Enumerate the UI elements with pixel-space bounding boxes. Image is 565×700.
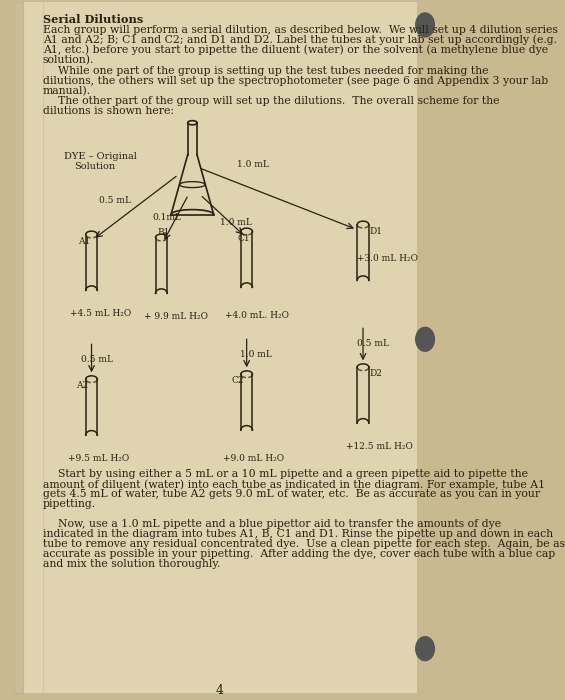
Text: dilutions, the others will set up the spectrophotometer (see page 6 and Appendix: dilutions, the others will set up the sp… [43,76,548,86]
Text: indicated in the diagram into tubes A1, B, C1 and D1. Rinse the pipette up and d: indicated in the diagram into tubes A1, … [43,529,553,539]
Text: +3.0 mL H₂O: +3.0 mL H₂O [357,255,418,263]
Circle shape [416,328,434,351]
Text: D2: D2 [369,369,382,378]
Text: Each group will perform a serial dilution, as described below.  We will set up 4: Each group will perform a serial dilutio… [43,25,558,35]
Text: 1.0 mL: 1.0 mL [241,350,272,359]
Text: tube to remove any residual concentrated dye.  Use a clean pipette for each step: tube to remove any residual concentrated… [43,539,564,549]
Text: manual).: manual). [43,86,91,96]
Text: A1: A1 [77,237,90,246]
Text: Start by using either a 5 mL or a 10 mL pipette and a green pipette aid to pipet: Start by using either a 5 mL or a 10 mL … [58,469,528,479]
Circle shape [416,637,434,661]
Text: A1 and A2; B; C1 and C2; and D1 and D2. Label the tubes at your lab set up accor: A1 and A2; B; C1 and C2; and D1 and D2. … [43,35,557,46]
Text: and mix the solution thoroughly.: and mix the solution thoroughly. [43,559,220,569]
Text: 0.5 mL: 0.5 mL [81,356,112,364]
Text: +9.0 mL H₂O: +9.0 mL H₂O [223,454,285,463]
Text: 0.5 mL: 0.5 mL [357,340,389,349]
Text: +4.5 mL H₂O: +4.5 mL H₂O [70,309,131,318]
Text: +4.0 mL. H₂O: +4.0 mL. H₂O [225,312,289,321]
Text: The other part of the group will set up the dilutions.  The overall scheme for t: The other part of the group will set up … [58,96,499,106]
Text: C2: C2 [231,376,244,385]
Text: A2: A2 [76,382,88,390]
Text: Solution: Solution [73,162,115,171]
Text: gets 4.5 mL of water, tube A2 gets 9.0 mL of water, etc.  Be as accurate as you : gets 4.5 mL of water, tube A2 gets 9.0 m… [43,489,540,499]
Text: C1: C1 [237,234,250,242]
Text: pipetting.: pipetting. [43,499,96,509]
Text: accurate as possible in your pipetting.  After adding the dye, cover each tube w: accurate as possible in your pipetting. … [43,549,555,559]
Text: 4: 4 [215,684,224,696]
Text: amount of diluent (water) into each tube as indicated in the diagram. For exampl: amount of diluent (water) into each tube… [43,479,545,489]
Text: 1.0 mL: 1.0 mL [237,160,268,169]
Text: While one part of the group is setting up the test tubes needed for making the: While one part of the group is setting u… [58,66,489,76]
Circle shape [416,13,434,37]
Text: B1: B1 [158,228,170,237]
Text: dilutions is shown here:: dilutions is shown here: [43,106,173,116]
Text: DYE – Original: DYE – Original [64,152,137,161]
Text: Serial Dilutions: Serial Dilutions [43,14,143,25]
Text: 0.1mL: 0.1mL [152,213,181,222]
Text: solution).: solution). [43,55,94,65]
Text: Now, use a 1.0 mL pipette and a blue pipettor aid to transfer the amounts of dye: Now, use a 1.0 mL pipette and a blue pip… [58,519,501,529]
Text: D1: D1 [369,227,382,235]
Text: 0.5 mL: 0.5 mL [99,195,131,204]
Text: +12.5 mL H₂O: +12.5 mL H₂O [346,442,413,451]
Text: A1, etc.) before you start to pipette the diluent (water) or the solvent (a meth: A1, etc.) before you start to pipette th… [43,45,548,55]
Text: + 9.9 mL H₂O: + 9.9 mL H₂O [144,312,208,321]
Text: +9.5 mL H₂O: +9.5 mL H₂O [68,454,129,463]
Text: 1.0 mL: 1.0 mL [220,218,252,227]
